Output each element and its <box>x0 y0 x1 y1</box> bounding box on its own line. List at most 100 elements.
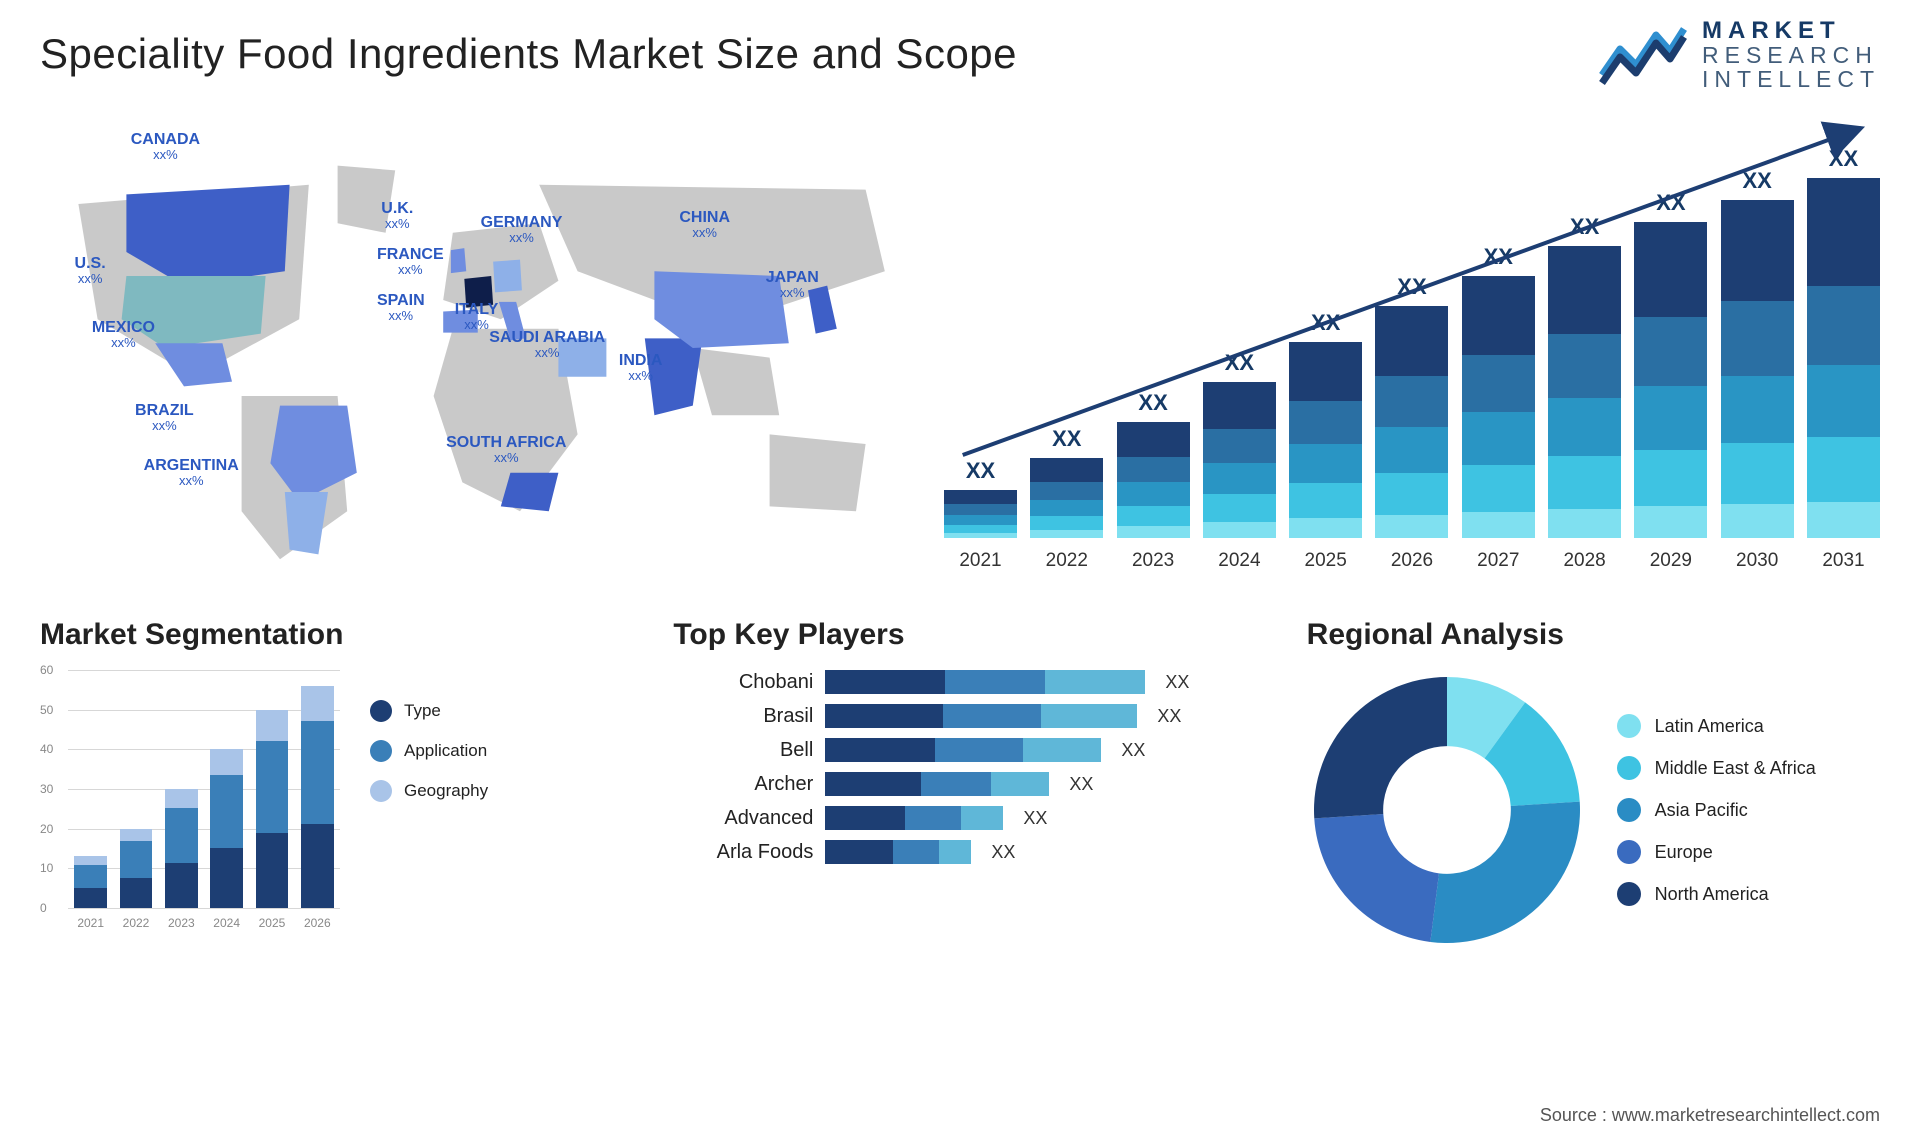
player-bar <box>825 704 1137 728</box>
player-name: Archer <box>673 773 813 796</box>
bar-year: 2023 <box>1132 550 1174 572</box>
segmentation-legend: TypeApplicationGeography <box>370 700 488 930</box>
main-chart-bar: XX 2028 <box>1548 214 1621 538</box>
player-row: Advanced XX <box>673 806 1246 830</box>
logo-line3: INTELLECT <box>1702 67 1880 91</box>
map-label: CHINAxx% <box>679 210 730 239</box>
segmentation-panel: Market Segmentation 01020304050602021202… <box>40 618 613 950</box>
main-chart-bar: XX 2021 <box>944 458 1017 538</box>
regional-title: Regional Analysis <box>1307 618 1880 652</box>
player-value: XX <box>1157 706 1181 727</box>
bar-value: XX <box>1138 390 1167 416</box>
x-axis-label: 2022 <box>123 916 150 930</box>
legend-swatch <box>1617 798 1641 822</box>
player-name: Brasil <box>673 705 813 728</box>
legend-item: Latin America <box>1617 714 1816 738</box>
segmentation-bar <box>120 829 153 908</box>
y-axis-label: 20 <box>40 822 53 836</box>
x-axis-label: 2024 <box>213 916 240 930</box>
bar-year: 2027 <box>1477 550 1519 572</box>
map-label: SAUDI ARABIAxx% <box>489 330 605 359</box>
player-value: XX <box>1121 740 1145 761</box>
legend-item: Geography <box>370 780 488 802</box>
y-axis-label: 40 <box>40 742 53 756</box>
legend-swatch <box>1617 840 1641 864</box>
legend-item: Application <box>370 740 488 762</box>
y-axis-label: 60 <box>40 663 53 677</box>
bar-year: 2021 <box>959 550 1001 572</box>
segmentation-bar <box>165 789 198 908</box>
map-label: INDIAxx% <box>619 353 663 382</box>
player-bar <box>825 738 1101 762</box>
bar-year: 2028 <box>1563 550 1605 572</box>
logo-line1: MARKET <box>1702 18 1880 43</box>
regional-panel: Regional Analysis Latin America Middle Ea… <box>1307 618 1880 950</box>
segmentation-chart: 0102030405060202120222023202420252026 <box>40 670 340 930</box>
legend-label: Application <box>404 741 487 761</box>
legend-label: Geography <box>404 781 488 801</box>
main-chart-bar: XX 2023 <box>1117 390 1190 538</box>
player-bar <box>825 772 1049 796</box>
legend-swatch <box>1617 756 1641 780</box>
player-name: Chobani <box>673 671 813 694</box>
main-chart-bar: XX 2031 <box>1807 146 1880 538</box>
bar-year: 2031 <box>1822 550 1864 572</box>
y-axis-label: 10 <box>40 861 53 875</box>
bar-value: XX <box>1570 214 1599 240</box>
main-chart-bar: XX 2027 <box>1462 244 1535 538</box>
legend-item: Middle East & Africa <box>1617 756 1816 780</box>
donut-slice <box>1314 677 1447 818</box>
legend-label: Middle East & Africa <box>1655 758 1816 779</box>
bar-value: XX <box>1397 274 1426 300</box>
legend-item: North America <box>1617 882 1816 906</box>
main-chart-bar: XX 2025 <box>1289 310 1362 538</box>
legend-swatch <box>370 700 392 722</box>
map-label: U.S.xx% <box>75 256 106 285</box>
regional-donut-chart <box>1307 670 1587 950</box>
legend-label: Latin America <box>1655 716 1764 737</box>
map-label: ARGENTINAxx% <box>144 458 239 487</box>
logo: MARKET RESEARCH INTELLECT <box>1598 18 1880 91</box>
players-title: Top Key Players <box>673 618 1246 652</box>
map-label: ITALYxx% <box>455 302 499 331</box>
main-chart-bar: XX 2026 <box>1375 274 1448 538</box>
player-row: Bell XX <box>673 738 1246 762</box>
player-row: Archer XX <box>673 772 1246 796</box>
logo-line2: RESEARCH <box>1702 43 1880 67</box>
legend-label: Asia Pacific <box>1655 800 1748 821</box>
regional-legend: Latin America Middle East & Africa Asia Pa… <box>1617 714 1816 906</box>
bar-value: XX <box>1052 426 1081 452</box>
legend-swatch <box>370 780 392 802</box>
map-label: SPAINxx% <box>377 293 425 322</box>
x-axis-label: 2025 <box>259 916 286 930</box>
x-axis-label: 2021 <box>77 916 104 930</box>
player-row: Chobani XX <box>673 670 1246 694</box>
bar-value: XX <box>1225 350 1254 376</box>
map-label: CANADAxx% <box>131 132 200 161</box>
player-bar <box>825 840 971 864</box>
bar-value: XX <box>1311 310 1340 336</box>
map-label: BRAZILxx% <box>135 403 194 432</box>
player-row: Brasil XX <box>673 704 1246 728</box>
player-bar <box>825 670 1145 694</box>
segmentation-bar <box>301 686 334 908</box>
player-name: Advanced <box>673 807 813 830</box>
bar-value: XX <box>966 458 995 484</box>
map-label: MEXICOxx% <box>92 320 155 349</box>
player-value: XX <box>991 842 1015 863</box>
legend-swatch <box>1617 714 1641 738</box>
x-axis-label: 2026 <box>304 916 331 930</box>
players-panel: Top Key Players Chobani XXBrasil XXBell … <box>673 618 1246 950</box>
bar-year: 2024 <box>1218 550 1260 572</box>
bar-value: XX <box>1742 168 1771 194</box>
world-map-panel: CANADAxx% U.S.xx% MEXICOxx% BRAZILxx% ARGENT… <box>40 118 904 578</box>
y-axis-label: 0 <box>40 901 47 915</box>
segmentation-title: Market Segmentation <box>40 618 613 652</box>
x-axis-label: 2023 <box>168 916 195 930</box>
world-map <box>40 118 904 578</box>
segmentation-bar <box>256 710 289 908</box>
legend-swatch <box>1617 882 1641 906</box>
player-value: XX <box>1069 774 1093 795</box>
map-label: GERMANYxx% <box>481 215 563 244</box>
map-label: U.K.xx% <box>381 201 413 230</box>
